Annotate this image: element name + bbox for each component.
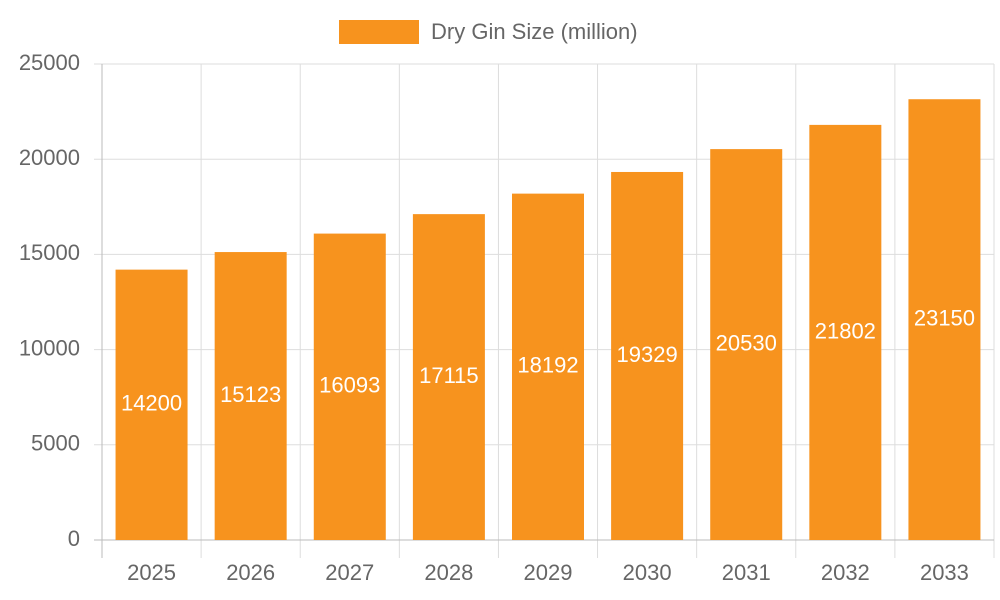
bar [115,269,188,540]
data-label: 19329 [617,342,678,367]
data-label: 14200 [121,391,182,416]
data-label: 16093 [319,373,380,398]
x-tick-label: 2030 [623,560,672,585]
bar [908,99,981,540]
y-tick-label: 0 [68,526,80,551]
x-tick-label: 2027 [325,560,374,585]
bar [313,233,386,540]
bar [611,171,684,541]
x-tick-label: 2026 [226,560,275,585]
bar [214,252,287,540]
data-label: 17115 [419,363,479,388]
y-tick-label: 25000 [19,50,80,75]
y-tick-label: 20000 [19,145,80,170]
x-tick-label: 2033 [920,560,969,585]
data-label: 20530 [716,330,777,355]
data-label: 23150 [914,305,975,330]
y-tick-label: 10000 [19,335,80,360]
x-tick-label: 2025 [127,560,176,585]
legend-swatch [339,20,419,44]
bar [809,124,882,540]
data-label: 21802 [815,318,876,343]
legend-label: Dry Gin Size (million) [431,19,638,44]
x-tick-label: 2029 [524,560,573,585]
x-tick-label: 2032 [821,560,870,585]
data-label: 18192 [517,353,578,378]
y-tick-label: 15000 [19,240,80,265]
bar [412,214,485,540]
bar [710,149,783,540]
x-tick-label: 2031 [722,560,771,585]
x-tick-label: 2028 [424,560,473,585]
bar [512,193,584,540]
data-label: 15123 [220,382,281,407]
y-tick-label: 5000 [31,431,80,456]
